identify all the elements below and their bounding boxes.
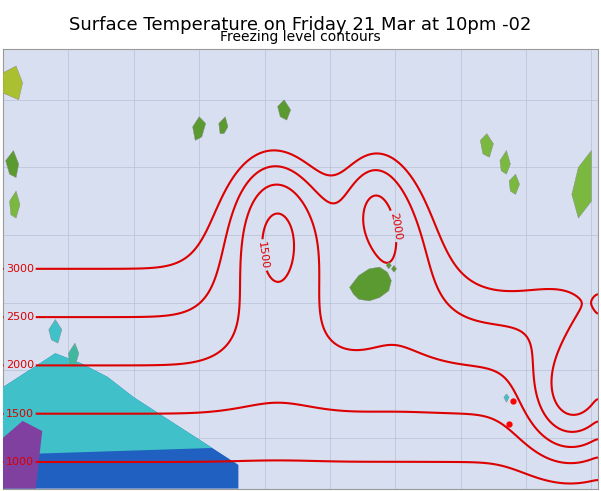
Text: 1500: 1500 — [256, 241, 270, 270]
Polygon shape — [3, 354, 239, 489]
Polygon shape — [391, 266, 397, 272]
Polygon shape — [509, 174, 519, 194]
Text: 2500: 2500 — [5, 312, 34, 322]
Polygon shape — [3, 421, 42, 489]
Polygon shape — [3, 354, 212, 455]
Text: Freezing level contours: Freezing level contours — [220, 30, 381, 45]
Text: 2000: 2000 — [5, 360, 34, 370]
Polygon shape — [10, 191, 20, 218]
Polygon shape — [192, 117, 206, 140]
Polygon shape — [504, 394, 509, 402]
Polygon shape — [386, 262, 391, 269]
Polygon shape — [278, 100, 291, 120]
Polygon shape — [572, 151, 591, 218]
Text: Surface Temperature on Friday 21 Mar at 10pm -02: Surface Temperature on Friday 21 Mar at … — [69, 16, 532, 34]
Polygon shape — [480, 134, 493, 157]
Polygon shape — [3, 66, 23, 100]
Polygon shape — [350, 267, 391, 301]
Text: 1500: 1500 — [5, 409, 34, 419]
Text: 2000: 2000 — [388, 212, 402, 241]
Polygon shape — [69, 343, 79, 367]
Polygon shape — [500, 151, 510, 174]
Polygon shape — [49, 320, 62, 343]
Polygon shape — [5, 151, 19, 178]
Text: 1000: 1000 — [5, 457, 34, 467]
Polygon shape — [219, 117, 228, 134]
Text: 3000: 3000 — [5, 264, 34, 274]
